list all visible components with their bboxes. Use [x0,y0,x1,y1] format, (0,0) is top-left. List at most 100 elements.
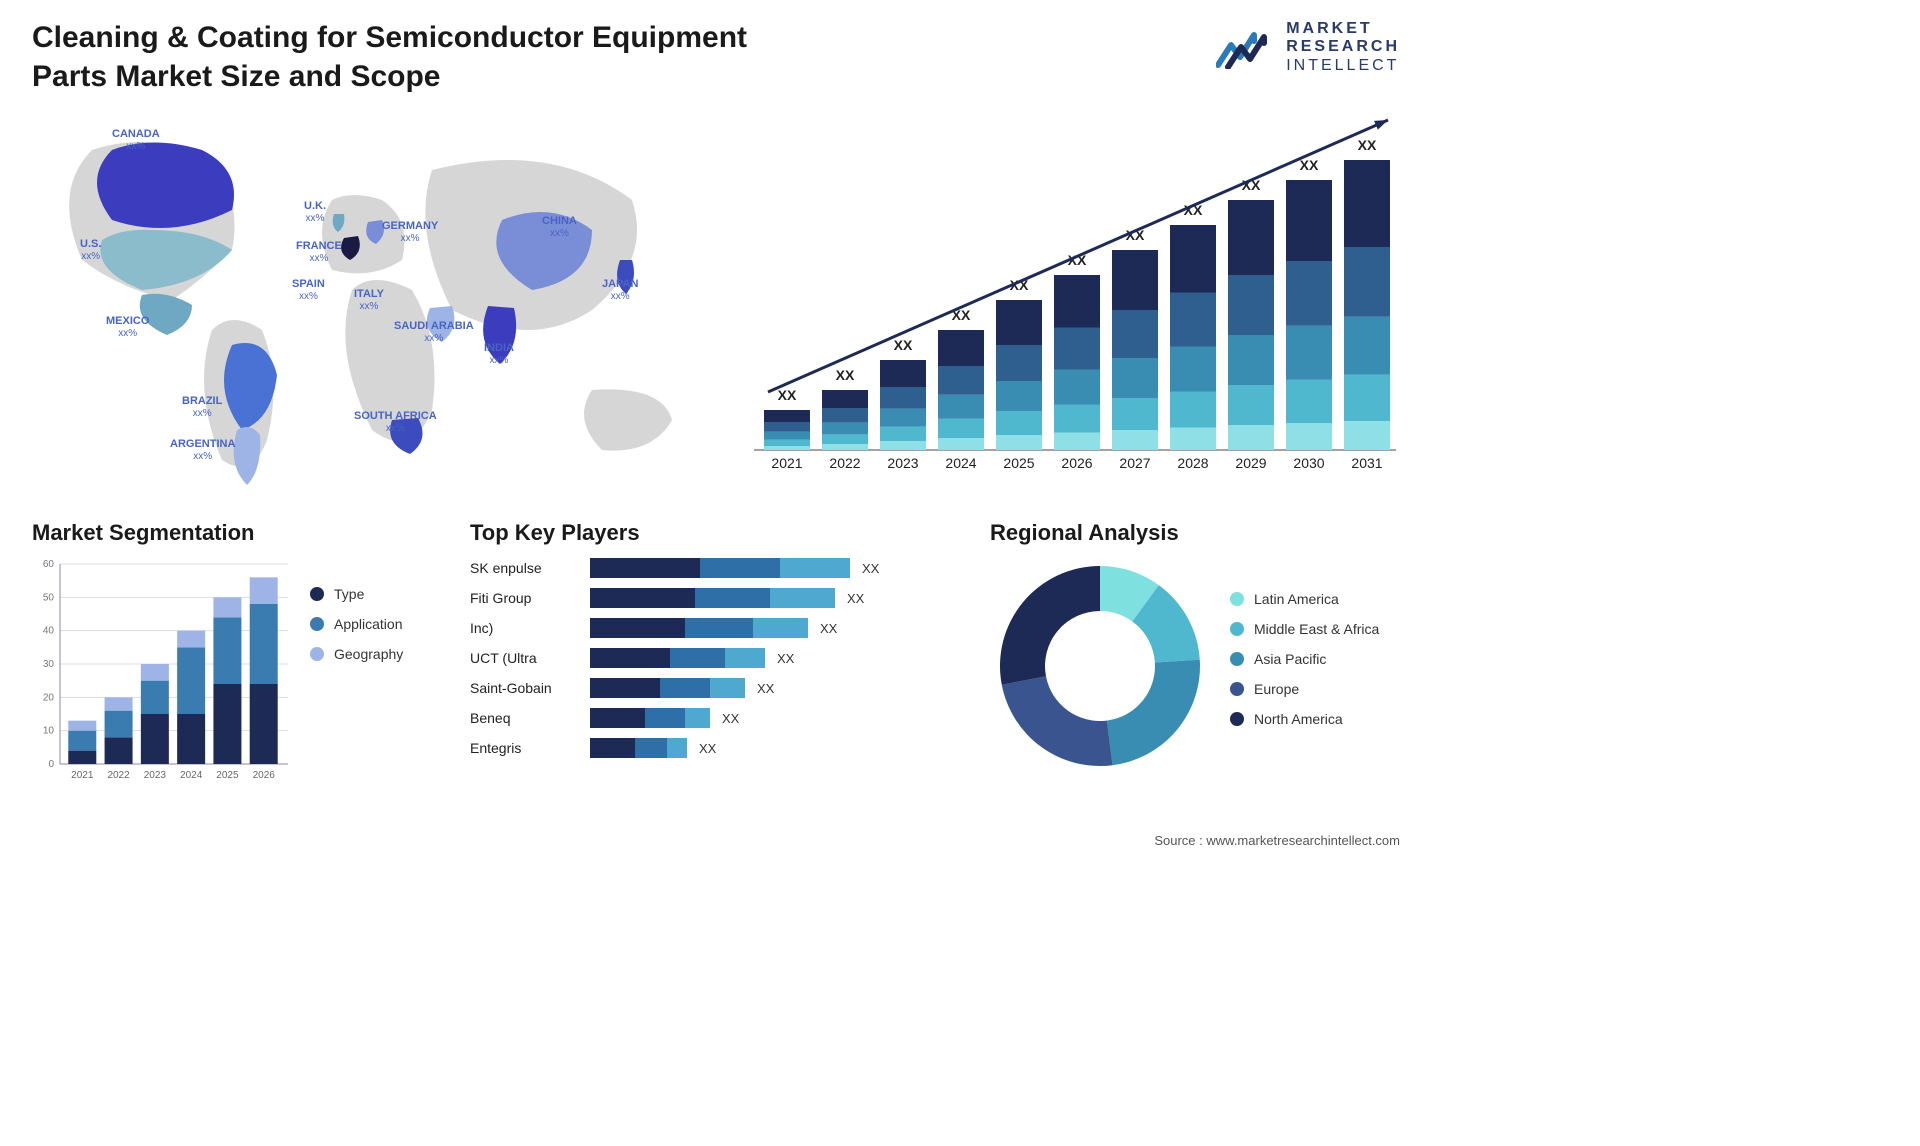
player-name: Entegris [470,740,590,756]
legend-item: North America [1230,711,1379,727]
legend-label: Middle East & Africa [1254,621,1379,637]
player-bar-seg [590,648,670,668]
svg-text:XX: XX [836,367,855,383]
player-bar-seg [645,708,685,728]
legend-swatch [310,587,324,601]
legend-swatch [1230,652,1244,666]
player-bar-seg [670,648,725,668]
svg-text:XX: XX [1358,137,1377,153]
svg-text:2025: 2025 [1003,455,1034,471]
legend-label: Asia Pacific [1254,651,1326,667]
svg-text:2021: 2021 [771,455,802,471]
player-bar [590,738,687,758]
player-bar [590,558,850,578]
svg-text:2031: 2031 [1351,455,1382,471]
player-bar-seg [660,678,710,698]
legend-label: Latin America [1254,591,1339,607]
player-value: XX [699,741,716,756]
map-label: MEXICOxx% [106,315,149,339]
map-label: ITALYxx% [354,288,384,312]
map-label: SOUTH AFRICAxx% [354,410,437,434]
player-bar [590,588,835,608]
map-label: GERMANYxx% [382,220,438,244]
legend-item: Latin America [1230,591,1379,607]
player-bar-seg [695,588,770,608]
player-name: Beneq [470,710,590,726]
players-chart: SK enpulseXXFiti GroupXXInc)XXUCT (Ultra… [470,558,960,758]
player-bar-seg [753,618,808,638]
svg-text:2030: 2030 [1293,455,1324,471]
player-row: Fiti GroupXX [470,588,960,608]
segmentation-section: Market Segmentation 01020304050602021202… [32,520,452,786]
player-row: Saint-GobainXX [470,678,960,698]
svg-text:2023: 2023 [144,770,167,781]
map-label: FRANCExx% [296,240,342,264]
svg-text:XX: XX [894,337,913,353]
svg-text:XX: XX [1300,157,1319,173]
legend-item: Middle East & Africa [1230,621,1379,637]
player-bar-seg [590,558,700,578]
legend-item: Europe [1230,681,1379,697]
regional-section: Regional Analysis Latin AmericaMiddle Ea… [990,520,1410,776]
player-bar-seg [780,558,850,578]
legend-label: North America [1254,711,1343,727]
svg-text:20: 20 [43,692,55,703]
svg-text:2027: 2027 [1119,455,1150,471]
player-bar [590,648,765,668]
svg-text:2024: 2024 [180,770,203,781]
player-bar-seg [685,708,710,728]
player-row: SK enpulseXX [470,558,960,578]
legend-item: Application [310,616,403,632]
player-row: BeneqXX [470,708,960,728]
market-growth-chart: XX2021XX2022XX2023XX2024XX2025XX2026XX20… [740,110,1400,480]
svg-text:40: 40 [43,626,55,637]
map-label: ARGENTINAxx% [170,438,235,462]
player-bar-seg [590,738,635,758]
segmentation-chart: 0102030405060202120222023202420252026 [32,556,292,786]
logo-text: MARKET RESEARCH INTELLECT [1286,20,1400,75]
svg-text:0: 0 [48,759,54,770]
players-section: Top Key Players SK enpulseXXFiti GroupXX… [470,520,960,768]
player-row: UCT (UltraXX [470,648,960,668]
player-bar-seg [667,738,687,758]
segmentation-heading: Market Segmentation [32,520,452,546]
player-row: Entegris XX [470,738,960,758]
svg-text:2022: 2022 [107,770,130,781]
player-bar-seg [590,588,695,608]
map-label: SPAINxx% [292,278,325,302]
svg-text:2023: 2023 [887,455,918,471]
svg-text:2029: 2029 [1235,455,1266,471]
player-name: Fiti Group [470,590,590,606]
svg-text:2022: 2022 [829,455,860,471]
world-map: CANADAxx%U.S.xx%MEXICOxx%BRAZILxx%ARGENT… [32,110,712,500]
source-text: Source : www.marketresearchintellect.com [1154,833,1400,848]
regional-legend: Latin America Middle East & Africa Asia Pa… [1230,591,1379,741]
legend-swatch [1230,622,1244,636]
map-label: INDIAxx% [484,342,514,366]
player-bar-seg [590,618,685,638]
svg-text:2024: 2024 [945,455,976,471]
player-name: Saint-Gobain [470,680,590,696]
legend-item: Asia Pacific [1230,651,1379,667]
player-bar-seg [590,708,645,728]
player-bar-seg [770,588,835,608]
map-label: BRAZILxx% [182,395,222,419]
svg-text:2028: 2028 [1177,455,1208,471]
legend-swatch [1230,592,1244,606]
legend-label: Application [334,616,403,632]
player-name: UCT (Ultra [470,650,590,666]
legend-label: Type [334,586,364,602]
players-heading: Top Key Players [470,520,960,546]
map-label: CANADAxx% [112,128,160,152]
player-bar [590,708,710,728]
legend-swatch [310,647,324,661]
legend-item: Geography [310,646,403,662]
legend-swatch [310,617,324,631]
player-bar [590,678,745,698]
svg-text:10: 10 [43,726,55,737]
player-bar-seg [635,738,667,758]
player-name: SK enpulse [470,560,590,576]
player-bar [590,618,808,638]
regional-donut [990,556,1210,776]
map-label: CHINAxx% [542,215,577,239]
